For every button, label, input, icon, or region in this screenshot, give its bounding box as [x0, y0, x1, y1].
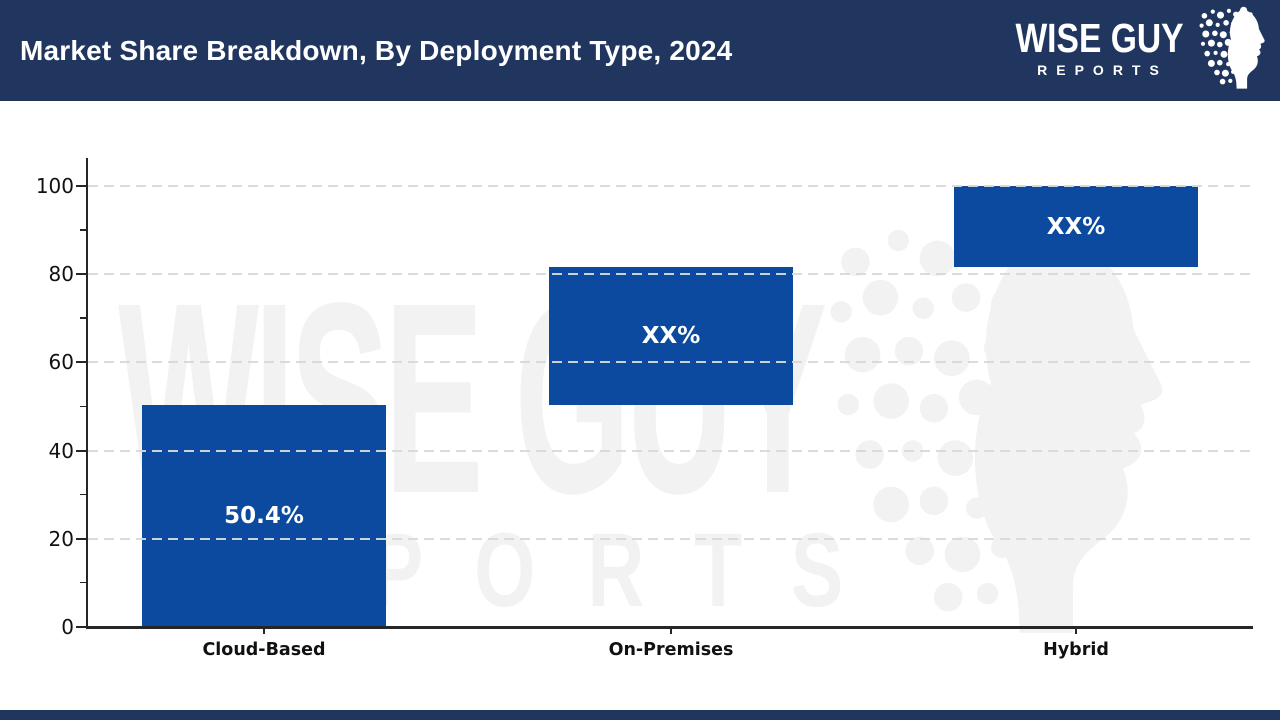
watermark-letter: R — [587, 512, 645, 629]
bar-hybrid: XX% — [954, 186, 1198, 268]
x-tick-2 — [1075, 627, 1077, 634]
brand-subtitle: REPORTS — [1037, 62, 1168, 78]
y-tick-40 — [76, 449, 86, 452]
bar-value-label: 50.4% — [224, 502, 304, 529]
y-tick-label-40: 40 — [48, 438, 74, 463]
bar-cloud-based: 50.4% — [142, 404, 386, 627]
x-tick-label-2: Hybrid — [1043, 640, 1109, 660]
brand-logo: WISE GUY REPORTS — [997, 6, 1266, 90]
gridline-40 — [88, 449, 1253, 452]
y-minor-tick-70 — [80, 317, 86, 319]
brand-wordmark: WISE GUY — [1015, 15, 1184, 61]
gridline-20 — [88, 537, 1253, 540]
y-tick-label-80: 80 — [48, 262, 74, 287]
y-tick-100 — [76, 185, 86, 187]
y-tick-label-20: 20 — [48, 526, 74, 551]
y-minor-tick-90 — [80, 229, 86, 231]
x-axis-spine — [86, 626, 1253, 629]
head-profile-dots-icon — [1196, 6, 1266, 90]
watermark-letter: O — [474, 512, 536, 629]
gridline-100 — [88, 185, 1253, 187]
chart-title: Market Share Breakdown, By Deployment Ty… — [20, 34, 733, 66]
x-tick-label-0: Cloud-Based — [202, 640, 326, 660]
footer-bar — [0, 710, 1280, 720]
watermark-letter: S — [790, 512, 844, 629]
bar-on-premises: XX% — [549, 267, 793, 405]
y-tick-60 — [76, 361, 86, 364]
y-tick-80 — [76, 273, 86, 276]
x-tick-label-1: On-Premises — [608, 640, 734, 660]
y-tick-0 — [76, 626, 86, 628]
gridline-60 — [88, 361, 1253, 364]
y-minor-tick-50 — [80, 405, 86, 407]
y-tick-label-0: 0 — [61, 615, 74, 639]
x-tick-0 — [263, 627, 265, 634]
y-minor-tick-10 — [80, 581, 86, 584]
header-bar: Market Share Breakdown, By Deployment Ty… — [0, 0, 1280, 101]
y-tick-20 — [76, 537, 86, 540]
gridline-80 — [88, 273, 1253, 276]
y-axis-spine — [86, 158, 88, 629]
bar-value-label: XX% — [1046, 213, 1106, 240]
y-tick-label-60: 60 — [48, 350, 74, 375]
watermark-letter: T — [693, 512, 742, 629]
x-tick-1 — [670, 627, 672, 634]
bar-value-label: XX% — [641, 322, 701, 349]
y-tick-label-100: 100 — [35, 174, 74, 198]
y-minor-tick-30 — [80, 493, 86, 496]
